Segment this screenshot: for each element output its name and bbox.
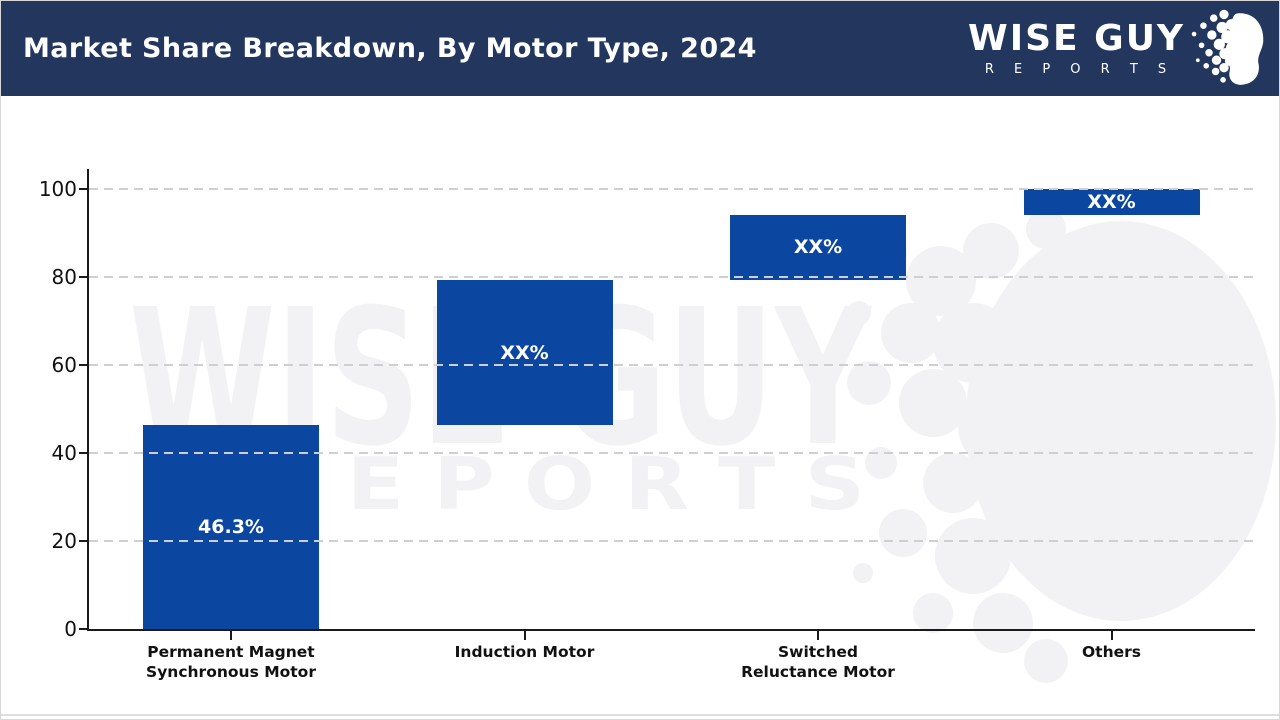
x-tick-mark bbox=[817, 631, 819, 640]
x-category-label: Others bbox=[1081, 643, 1141, 661]
logo-text: WISE GUY R E P O R T S bbox=[967, 17, 1185, 77]
page-title: Market Share Breakdown, By Motor Type, 2… bbox=[23, 33, 757, 64]
y-tick-mark bbox=[79, 628, 87, 630]
gridline-y-40 bbox=[89, 451, 1255, 454]
gridline-y-80 bbox=[89, 275, 1255, 278]
x-category-label: Permanent Magnet Synchronous Motor bbox=[146, 643, 316, 681]
header: Market Share Breakdown, By Motor Type, 2… bbox=[1, 1, 1279, 96]
logo: WISE GUY R E P O R T S bbox=[968, 6, 1267, 92]
bar-value-label: 46.3% bbox=[198, 516, 264, 539]
y-tick-mark bbox=[79, 539, 87, 542]
y-tick-mark bbox=[79, 187, 87, 190]
logo-wordmark: WISE GUY bbox=[967, 17, 1185, 59]
y-tick-label: 0 bbox=[64, 617, 77, 641]
y-tick-label: 40 bbox=[51, 440, 77, 465]
y-tick-label: 100 bbox=[38, 176, 77, 201]
bottom-divider bbox=[1, 714, 1279, 716]
y-tick-mark bbox=[79, 363, 87, 366]
logo-subtitle: R E P O R T S bbox=[984, 61, 1175, 77]
x-category-label: Switched Reluctance Motor bbox=[741, 643, 895, 681]
bar-2: XX% bbox=[436, 280, 613, 426]
gridline-y-100 bbox=[89, 187, 1255, 190]
gridline-y-60 bbox=[89, 363, 1255, 366]
logo-face-icon bbox=[1191, 9, 1264, 85]
x-axis-line bbox=[87, 629, 1255, 631]
bar-value-label: XX% bbox=[1087, 190, 1136, 213]
bar-4: XX% bbox=[1023, 188, 1200, 215]
y-tick-label: 80 bbox=[51, 264, 77, 289]
y-tick-mark bbox=[79, 451, 87, 454]
y-tick-label: 60 bbox=[51, 352, 77, 377]
x-tick-mark bbox=[1110, 631, 1113, 640]
x-tick-mark bbox=[523, 631, 526, 640]
y-tick-mark bbox=[79, 275, 87, 278]
x-tick-mark bbox=[230, 631, 232, 640]
bar-value-label: XX% bbox=[500, 341, 549, 364]
y-axis-line bbox=[87, 169, 89, 631]
bar-1: 46.3% bbox=[143, 425, 319, 629]
y-tick-label: 20 bbox=[51, 528, 77, 553]
bar-3: XX% bbox=[730, 214, 906, 281]
bar-value-label: XX% bbox=[793, 236, 843, 259]
x-category-label: Induction Motor bbox=[454, 643, 595, 661]
gridline-y-20 bbox=[89, 539, 1255, 542]
